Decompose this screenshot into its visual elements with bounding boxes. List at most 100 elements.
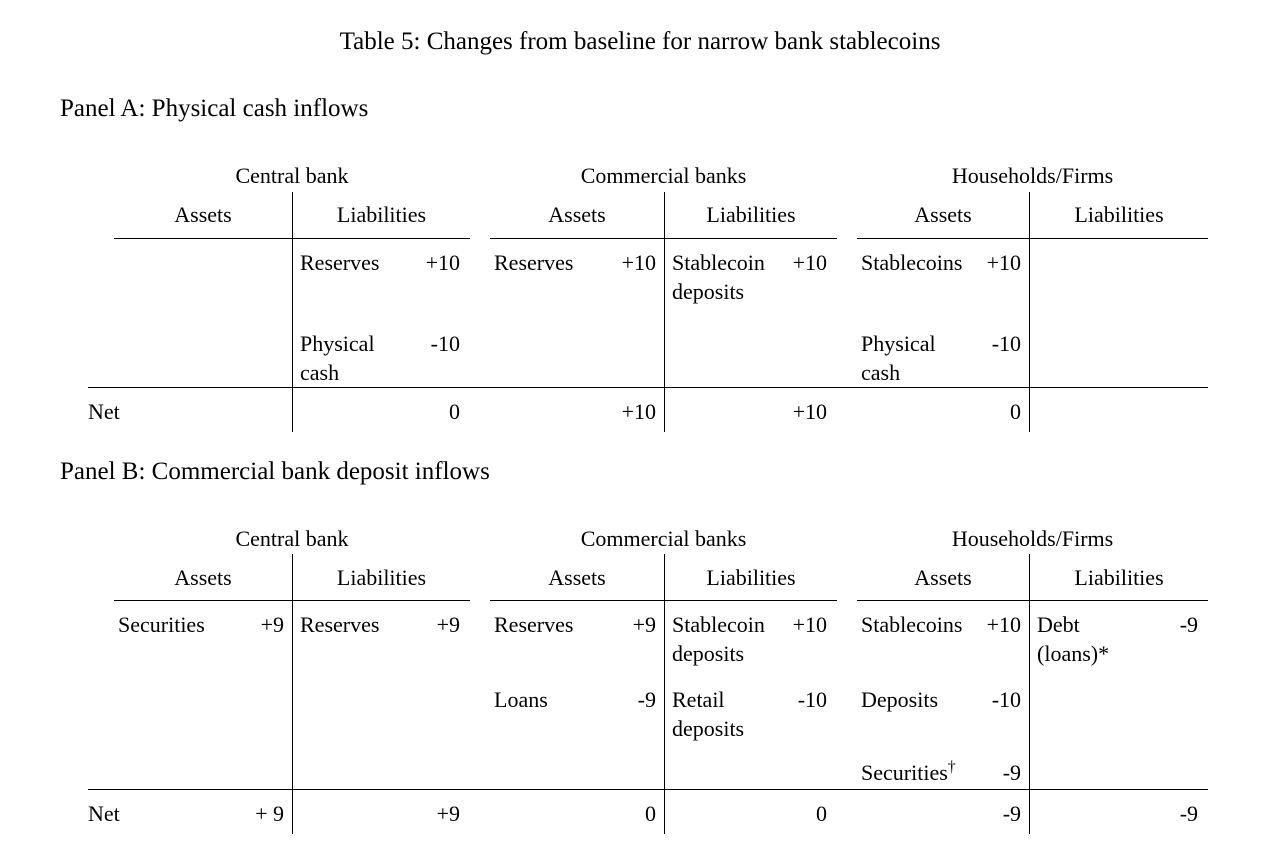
table-title: Table 5: Changes from baseline for narro…	[339, 28, 941, 55]
cell-central-bank-assets	[114, 676, 293, 750]
net-value: -9	[1002, 801, 1022, 827]
assets-header: Assets	[857, 192, 1031, 239]
entry-label: Stablecoins	[861, 612, 963, 638]
column-header-row: Assets Liabilities Assets Liabilities As…	[88, 192, 1209, 239]
gap-cell	[470, 601, 490, 676]
table-row: Securities† -9	[88, 749, 1208, 790]
institution-header-central-bank: Central bank	[235, 163, 349, 189]
cell-commercial-banks-assets	[490, 749, 665, 790]
cell-households-liabilities	[1030, 676, 1208, 749]
gap-cell	[837, 676, 857, 749]
entry-value: +10	[986, 250, 1022, 275]
empty-cell	[88, 554, 114, 601]
entry-label: Physical cash	[300, 331, 375, 386]
institution-header-households-firms: Households/Firms	[951, 525, 1114, 551]
net-commercial-banks-assets: +10	[490, 387, 665, 433]
cell-commercial-banks-liabilities: Retail deposits -10	[665, 676, 837, 749]
net-value: 0	[816, 801, 828, 827]
entry-label: Debt (loans)*	[1037, 612, 1110, 667]
cell-commercial-banks-assets: Reserves +9	[490, 601, 665, 677]
entry-value: -10	[797, 687, 828, 713]
cell-commercial-banks-liabilities: Stablecoin deposits +10	[665, 601, 837, 676]
institution-title-row: Central bank Commercial banks Households…	[88, 160, 1208, 192]
net-row-label: Net	[88, 387, 120, 432]
entry-label: Loans	[494, 687, 548, 713]
entry-value: +10	[986, 612, 1022, 638]
net-households-liabilities	[1030, 387, 1209, 432]
liabilities-header: Liabilities	[1030, 554, 1209, 602]
gap-cell	[470, 554, 490, 601]
liabilities-header: Liabilities	[665, 554, 838, 602]
cell-commercial-banks-liabilities: Stablecoin deposits +10	[665, 239, 837, 323]
liabilities-header: Liabilities	[1030, 192, 1209, 239]
gap-cell	[470, 160, 490, 192]
empty-cell	[88, 676, 114, 749]
entry-value: +9	[436, 612, 460, 638]
gap-cell	[470, 749, 490, 789]
assets-header: Assets	[490, 554, 665, 602]
institution-header-households-firms: Households/Firms	[951, 163, 1114, 189]
entry-label: Retail deposits	[672, 687, 745, 742]
panel-a: Panel A: Physical cash inflows Central b…	[0, 94, 1280, 433]
entry-value: -9	[1002, 760, 1022, 786]
net-central-bank-assets: + 9	[114, 789, 293, 835]
empty-cell	[88, 749, 114, 789]
net-value: +10	[621, 399, 656, 425]
cell-central-bank-liabilities	[293, 676, 470, 749]
institution-title-row: Central bank Commercial banks Households…	[88, 522, 1208, 554]
gap-cell	[470, 522, 490, 554]
gap-cell	[837, 387, 858, 432]
entry-value: -10	[430, 331, 460, 356]
cell-commercial-banks-liabilities	[665, 323, 837, 387]
gap-cell	[837, 323, 857, 387]
cell-central-bank-liabilities	[293, 749, 470, 789]
gap-cell	[837, 192, 857, 239]
entry-label: Reserves	[300, 612, 380, 638]
entry-value: -10	[991, 687, 1022, 713]
gap-cell	[470, 676, 490, 749]
entry-value: -9	[1179, 612, 1199, 638]
net-value: + 9	[255, 801, 284, 827]
gap-cell	[837, 749, 857, 789]
cell-commercial-banks-assets: Loans -9	[490, 676, 665, 750]
gap-cell	[837, 554, 857, 601]
assets-header: Assets	[490, 192, 665, 239]
cell-households-liabilities: Debt (loans)* -9	[1030, 601, 1208, 676]
entry-value: +9	[260, 612, 284, 638]
cell-commercial-banks-assets: Reserves +10	[490, 239, 665, 323]
entry-label: Stablecoin deposits	[672, 612, 765, 667]
cell-central-bank-assets	[114, 323, 293, 388]
institution-header-commercial-banks: Commercial banks	[580, 525, 747, 551]
net-central-bank-liabilities: 0	[293, 387, 470, 432]
entry-value: -9	[637, 687, 656, 713]
gap-cell	[837, 522, 857, 554]
empty-cell	[88, 323, 114, 387]
panel-b: Panel B: Commercial bank deposit inflows…	[0, 457, 1280, 835]
net-row: Net + 9 +9 0 0 -9 -9	[88, 789, 1209, 835]
net-households-assets: -9	[857, 789, 1031, 835]
liabilities-header: Liabilities	[293, 554, 470, 602]
entry-label: Stablecoin deposits	[672, 250, 765, 305]
net-households-assets: 0	[857, 387, 1031, 433]
empty-cell	[88, 239, 114, 323]
net-value: +9	[436, 801, 460, 827]
cell-households-assets: Securities† -9	[857, 749, 1031, 790]
entry-label: Securities	[118, 612, 205, 638]
entry-label: Physical cash	[861, 331, 936, 386]
gap-cell	[837, 789, 858, 834]
empty-cell	[88, 192, 114, 239]
panel-b-balance-table: Central bank Commercial banks Households…	[88, 522, 1209, 835]
entry-value: +9	[632, 612, 656, 638]
gap-cell	[470, 789, 490, 834]
gap-cell	[470, 387, 490, 432]
entry-label: Stablecoins	[861, 250, 963, 275]
net-central-bank-liabilities: +9	[293, 789, 470, 834]
net-value: 0	[645, 801, 656, 827]
dagger-superscript: †	[947, 758, 956, 776]
institution-header-central-bank: Central bank	[235, 525, 349, 551]
net-row: Net 0 +10 +10 0	[88, 387, 1209, 433]
net-row-label: Net	[88, 789, 120, 834]
net-value: -9	[1179, 801, 1199, 827]
panel-b-heading: Panel B: Commercial bank deposit inflows	[60, 458, 490, 486]
table-row: Securities +9 Reserves +9 Reserves +9 Stabl…	[88, 601, 1208, 677]
